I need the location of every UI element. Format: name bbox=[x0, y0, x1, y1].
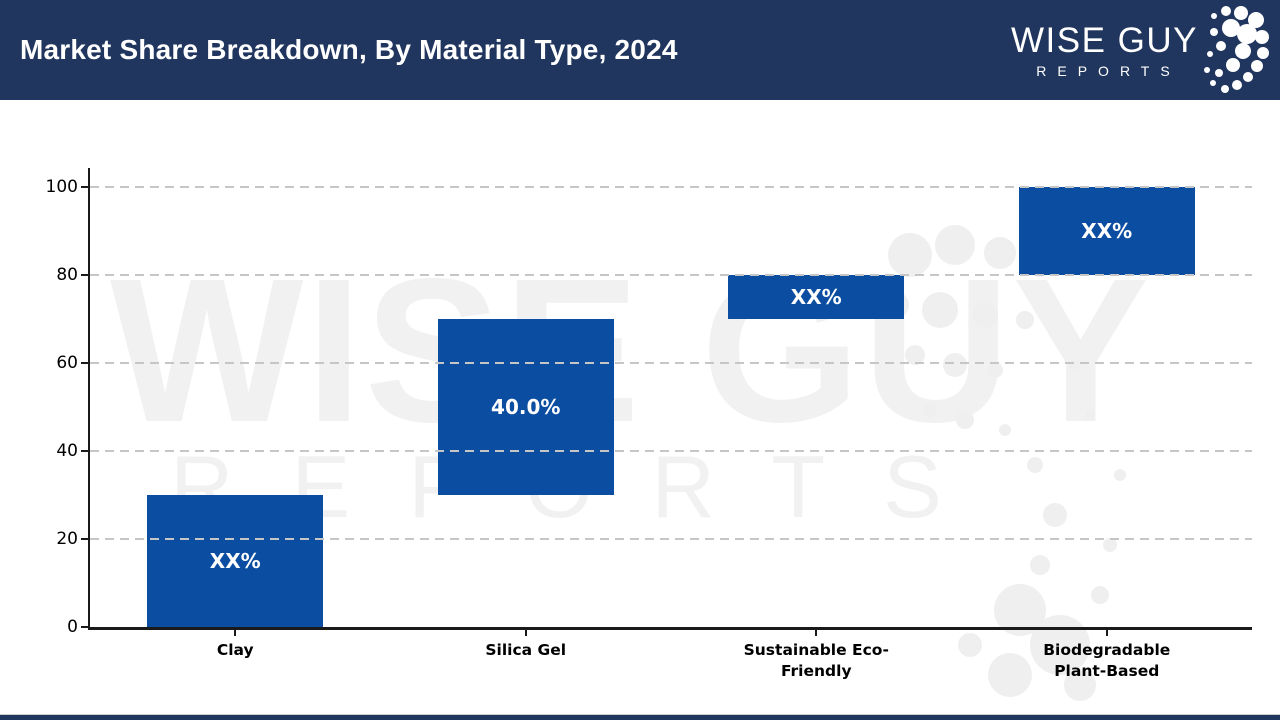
bar-value-label: XX% bbox=[1081, 219, 1133, 243]
bar-value-label: XX% bbox=[790, 285, 842, 309]
y-tick-80 bbox=[81, 274, 88, 276]
gridline-100 bbox=[90, 186, 1252, 188]
wiseguy-logo: WISE GUY REPORTS bbox=[1011, 4, 1270, 94]
y-tick-label-60: 60 bbox=[56, 353, 78, 373]
bar-value-label: XX% bbox=[209, 549, 261, 573]
y-axis-spine bbox=[88, 168, 90, 629]
y-tick-100 bbox=[81, 186, 88, 188]
gridline-20 bbox=[90, 538, 1252, 540]
gridline-40 bbox=[90, 450, 1252, 452]
watermark-face-icon bbox=[881, 225, 1126, 701]
header-bar: Market Share Breakdown, By Material Type… bbox=[0, 0, 1280, 100]
y-tick-label-100: 100 bbox=[45, 177, 78, 197]
y-tick-20 bbox=[81, 538, 88, 540]
gridline-80 bbox=[90, 274, 1252, 276]
bar-value-label: 40.0% bbox=[491, 395, 561, 419]
bar-sustainable-eco-friendly: XX% bbox=[728, 275, 905, 319]
logo-subtitle: REPORTS bbox=[1036, 62, 1181, 79]
y-tick-0 bbox=[81, 626, 88, 628]
y-tick-label-20: 20 bbox=[56, 529, 78, 549]
x-tick-1 bbox=[524, 629, 527, 636]
y-tick-40 bbox=[81, 450, 88, 452]
y-tick-label-0: 0 bbox=[67, 617, 78, 637]
x-tick-2 bbox=[815, 629, 818, 636]
y-tick-60 bbox=[81, 362, 88, 364]
x-category-label: Clay bbox=[216, 641, 254, 659]
y-tick-label-40: 40 bbox=[56, 441, 78, 461]
x-category-label: Sustainable Eco-Friendly bbox=[743, 641, 889, 680]
x-tick-0 bbox=[234, 629, 237, 636]
bar-clay: XX% bbox=[147, 495, 324, 627]
footer-divider bbox=[0, 714, 1280, 715]
bar-biodegradable-plant-based: XX% bbox=[1018, 187, 1195, 275]
footer-bar bbox=[0, 715, 1280, 720]
wiseguy-face-icon bbox=[1204, 6, 1269, 93]
x-category-label: Silica Gel bbox=[485, 641, 567, 659]
x-category-label: Biodegradable Plant-Based bbox=[1043, 641, 1171, 680]
chart-title: Market Share Breakdown, By Material Type… bbox=[20, 34, 678, 65]
logo-wordmark: WISE GUY bbox=[1010, 20, 1198, 60]
watermark-wordmark: WISE GUY bbox=[110, 236, 1152, 465]
wiseguy-logo-text: WISE GUY REPORTS bbox=[1011, 20, 1198, 79]
x-axis-spine bbox=[88, 627, 1252, 630]
y-tick-label-80: 80 bbox=[56, 265, 78, 285]
gridline-60 bbox=[90, 362, 1252, 364]
x-tick-3 bbox=[1105, 629, 1108, 636]
bar-silica-gel: 40.0% bbox=[437, 319, 614, 495]
